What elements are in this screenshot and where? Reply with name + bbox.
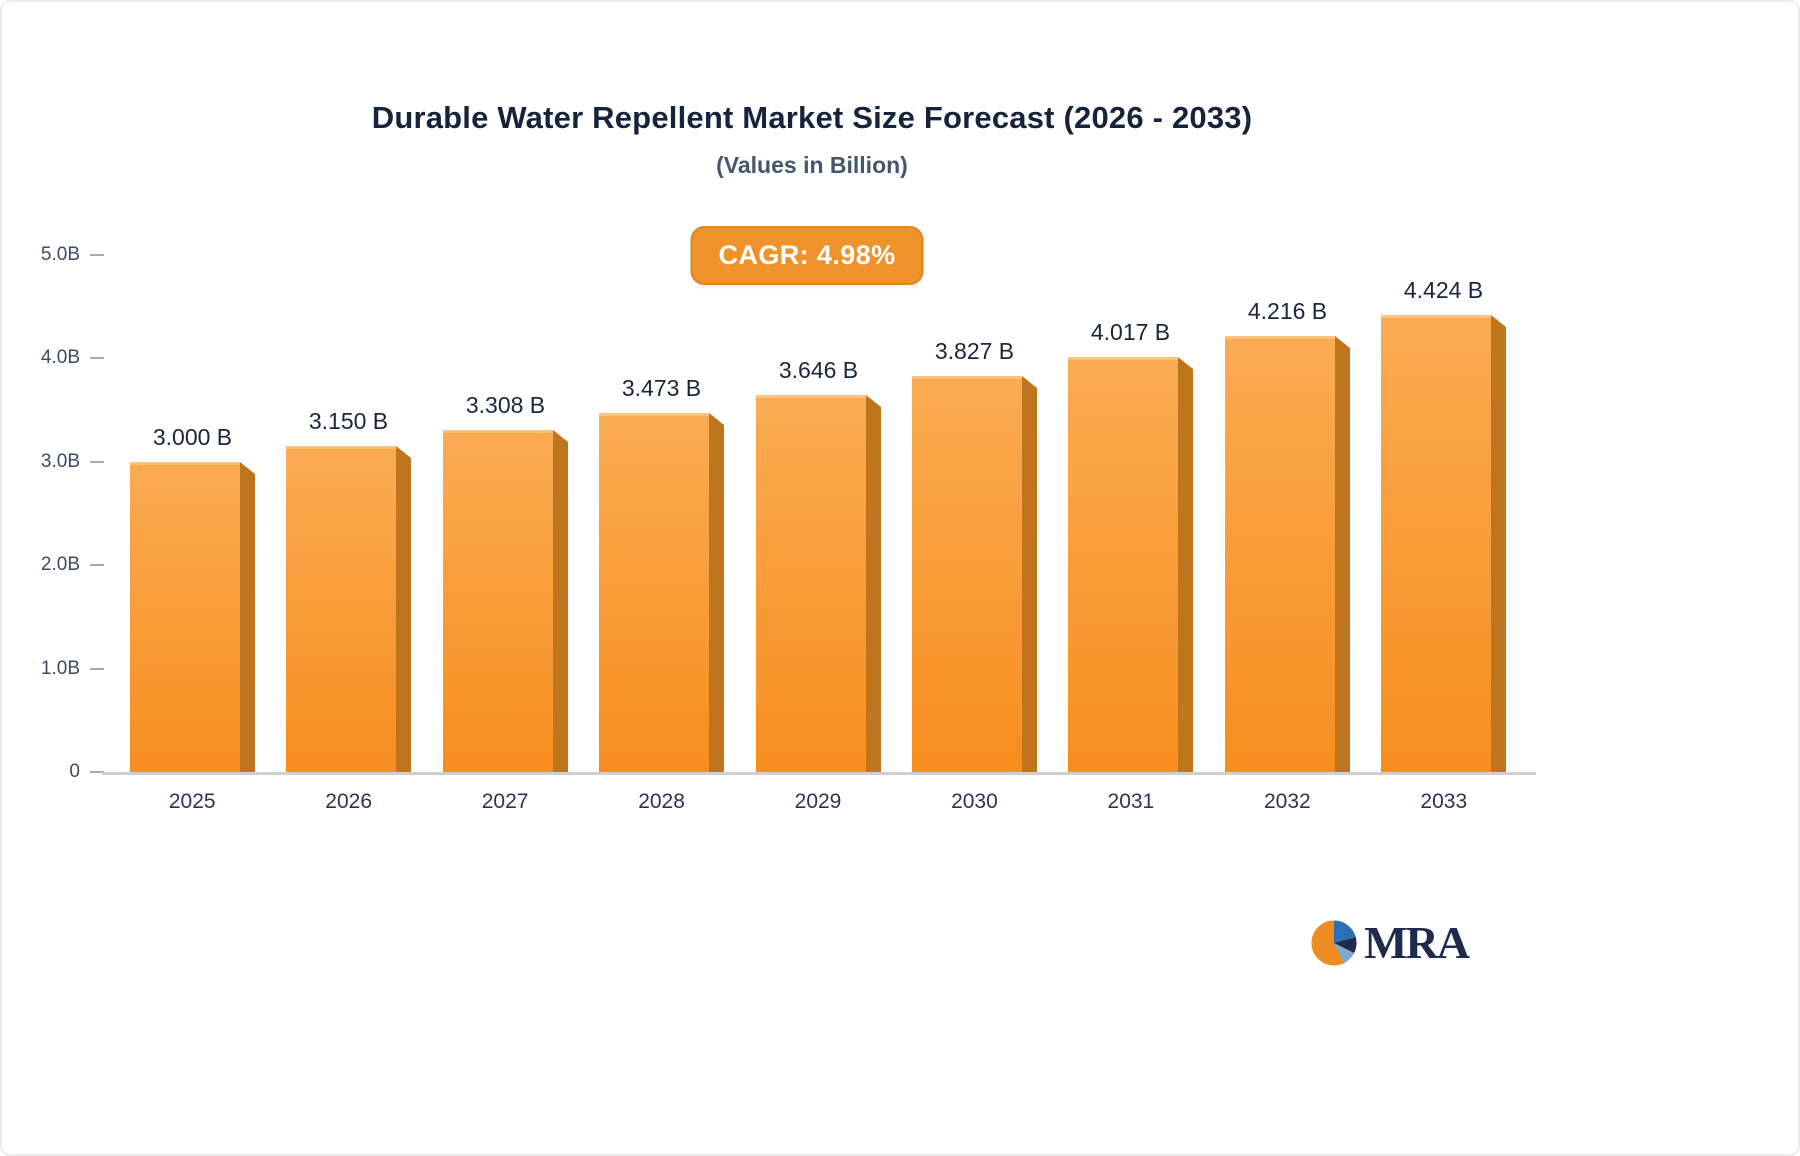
bar-side-shadow (709, 413, 724, 772)
bar-2026: 3.150 B (286, 408, 411, 772)
bar-side-shadow (553, 430, 568, 772)
bar-side-shadow (240, 462, 255, 772)
x-axis-baseline (102, 772, 1536, 775)
bar-2025: 3.000 B (130, 424, 255, 772)
bar-value-label: 3.308 B (465, 392, 546, 418)
x-axis-tick-label: 2025 (168, 790, 216, 813)
bar-value-label: 3.150 B (308, 408, 389, 434)
bar-face (286, 446, 396, 772)
bar-2030: 3.827 B (912, 338, 1037, 772)
bar-face (1381, 315, 1491, 772)
y-axis-tick-label: 0 (69, 761, 80, 782)
brand-logo: MRA (1310, 916, 1470, 969)
x-axis-tick-label: 2027 (481, 790, 529, 813)
bar-value-label: 3.000 B (152, 424, 233, 450)
bar-2031: 4.017 B (1068, 319, 1193, 772)
bar-value-label: 4.216 B (1247, 298, 1328, 324)
y-axis-tick-label: 2.0B (40, 554, 80, 576)
x-axis-tick-label: 2033 (1420, 790, 1468, 813)
chart-title: Durable Water Repellent Market Size Fore… (371, 100, 1253, 135)
bar-2028: 3.473 B (599, 375, 724, 772)
bar-face (443, 430, 553, 772)
bar-face (1068, 357, 1178, 772)
bar-value-label: 4.017 B (1090, 319, 1171, 345)
bar-face (599, 413, 709, 772)
y-axis-tick-label: 3.0B (40, 450, 80, 472)
bar-side-shadow (1178, 357, 1193, 772)
bar-side-shadow (1022, 376, 1037, 772)
x-axis-tick-label: 2026 (325, 790, 373, 813)
y-axis-tick-mark (90, 357, 104, 360)
y-axis-tick-mark (90, 460, 104, 463)
brand-logo-text: MRA (1364, 917, 1470, 968)
x-axis-tick-label: 2032 (1263, 790, 1311, 813)
bar-2029: 3.646 B (756, 357, 881, 772)
x-axis-tick-label: 2029 (794, 790, 842, 813)
bar-side-shadow (1491, 315, 1506, 772)
bar-value-label: 3.827 B (934, 338, 1015, 364)
bar-value-label: 4.424 B (1403, 277, 1484, 303)
y-axis-tick-mark (90, 771, 104, 773)
bar-2032: 4.216 B (1225, 298, 1350, 772)
bar-face (756, 395, 866, 772)
bar-value-label: 3.646 B (778, 357, 859, 383)
bar-2027: 3.308 B (443, 392, 568, 772)
bar-side-shadow (396, 446, 411, 772)
bar-value-label: 3.473 B (621, 375, 702, 401)
bar-face (912, 376, 1022, 772)
pie-icon (1310, 919, 1358, 966)
y-axis-tick-label: 5.0B (40, 244, 80, 265)
y-axis-tick-mark (90, 564, 104, 567)
y-axis-tick-label: 4.0B (40, 347, 80, 369)
y-axis-tick-label: 1.0B (40, 657, 80, 679)
x-axis-tick-label: 2028 (638, 790, 685, 813)
bar-side-shadow (1335, 336, 1350, 772)
bar-2033: 4.424 B (1381, 277, 1506, 772)
bar-face (1225, 336, 1335, 772)
chart-subtitle: (Values in Billion) (716, 152, 908, 178)
y-axis-tick-mark (90, 667, 104, 670)
bar-side-shadow (866, 395, 881, 772)
bar-face (130, 462, 240, 772)
x-axis-tick-label: 2031 (1107, 790, 1155, 813)
y-axis-tick-mark (90, 254, 104, 256)
cagr-badge: CAGR: 4.98% (690, 226, 924, 285)
x-axis-tick-label: 2030 (951, 790, 998, 813)
